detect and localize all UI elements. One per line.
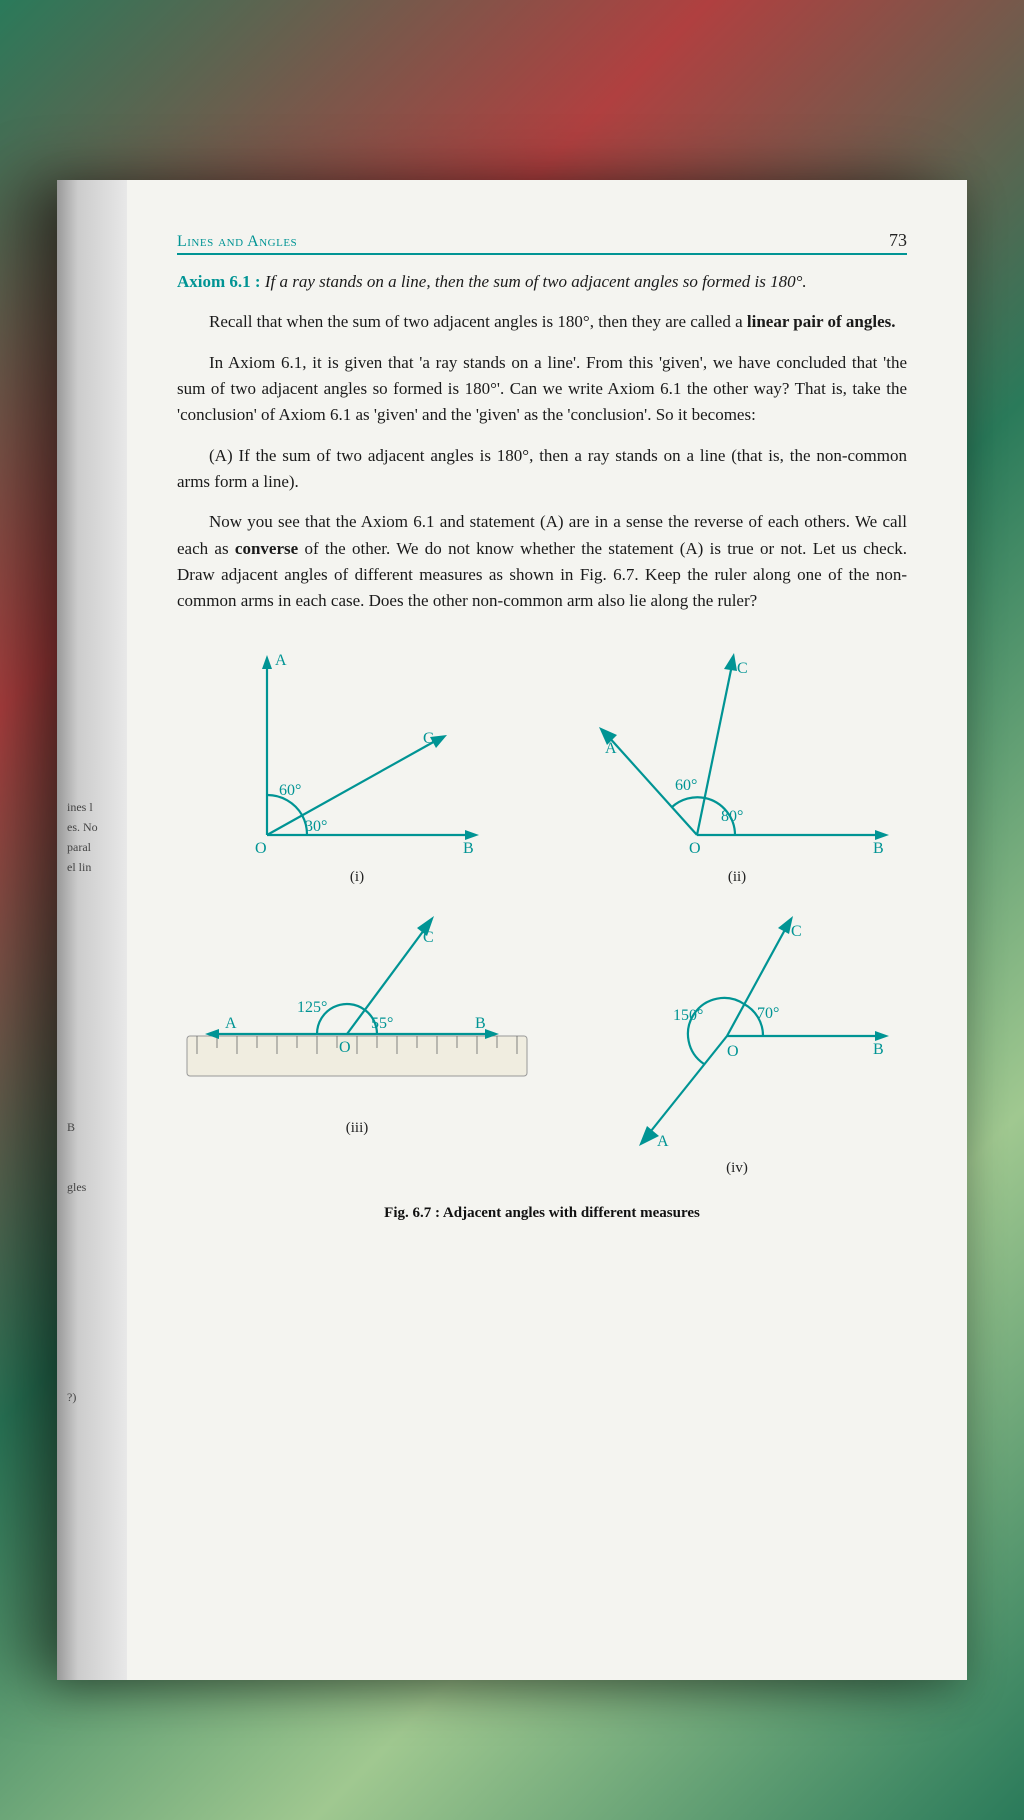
page-header: Lines and Angles 73 <box>177 230 907 255</box>
pt-O: O <box>255 840 267 857</box>
edge-text: el lin <box>67 860 91 875</box>
section-title: Lines and Angles <box>177 233 297 251</box>
figure-iii: A B O C 125° 55° (iii) <box>177 906 537 1177</box>
paragraph-4: Now you see that the Axiom 6.1 and state… <box>177 509 907 614</box>
pt-C: C <box>423 730 434 747</box>
paragraph-3: (A) If the sum of two adjacent angles is… <box>177 443 907 496</box>
pt-O: O <box>689 840 701 857</box>
axiom-paragraph: Axiom 6.1 : If a ray stands on a line, t… <box>177 269 907 295</box>
ang-55: 55° <box>371 1015 393 1032</box>
figures-grid: A C B O 60° 30° (i) <box>177 635 907 1177</box>
pt-B: B <box>475 1015 486 1032</box>
page: Lines and Angles 73 Axiom 6.1 : If a ray… <box>127 180 967 1680</box>
figure-iv: B C A O 150° 70° (iv) <box>567 906 907 1177</box>
pt-A: A <box>657 1133 669 1150</box>
book-wrap: ines l es. No paral el lin B gles ?) Lin… <box>57 180 967 1680</box>
ang-150: 150° <box>673 1007 703 1024</box>
pt-A: A <box>225 1015 237 1032</box>
ang-125: 125° <box>297 999 327 1016</box>
p1-a: Recall that when the sum of two adjacent… <box>209 312 747 331</box>
ang-60: 60° <box>279 782 301 799</box>
pt-A: A <box>275 652 287 669</box>
pt-B: B <box>873 1041 884 1058</box>
paragraph-1: Recall that when the sum of two adjacent… <box>177 309 907 335</box>
ang-60: 60° <box>675 777 697 794</box>
ang-80: 80° <box>721 808 743 825</box>
axiom-text-a: If a ray stands on a line, then the sum … <box>265 272 766 291</box>
pt-A: A <box>605 740 617 757</box>
page-number: 73 <box>889 230 907 251</box>
fig-i-label: (i) <box>177 869 537 886</box>
figure-i: A C B O 60° 30° (i) <box>177 635 537 886</box>
pt-B: B <box>463 840 474 857</box>
pt-O: O <box>339 1039 351 1056</box>
edge-text: ines l <box>67 800 93 815</box>
paragraph-2: In Axiom 6.1, it is given that 'a ray st… <box>177 350 907 429</box>
p4-b: converse <box>235 539 298 558</box>
edge-text: gles <box>67 1180 86 1195</box>
edge-text: paral <box>67 840 91 855</box>
edge-text: ?) <box>67 1390 76 1405</box>
figure-caption: Fig. 6.7 : Adjacent angles with differen… <box>177 1205 907 1222</box>
axiom-text-b: 180°. <box>770 272 807 291</box>
fig-iii-label: (iii) <box>177 1120 537 1137</box>
figure-ii: C A B O 60° 80° (ii) <box>567 635 907 886</box>
fig-iv-label: (iv) <box>567 1160 907 1177</box>
edge-text: B <box>67 1120 75 1135</box>
pt-C: C <box>423 929 434 946</box>
ang-30: 30° <box>305 818 327 835</box>
pt-C: C <box>737 660 748 677</box>
ang-70: 70° <box>757 1005 779 1022</box>
pt-C: C <box>791 923 802 940</box>
axiom-label: Axiom 6.1 : <box>177 272 261 291</box>
p1-b: linear pair of angles. <box>747 312 896 331</box>
edge-text: es. No <box>67 820 98 835</box>
fig-ii-label: (ii) <box>567 869 907 886</box>
pt-O: O <box>727 1043 739 1060</box>
pt-B: B <box>873 840 884 857</box>
